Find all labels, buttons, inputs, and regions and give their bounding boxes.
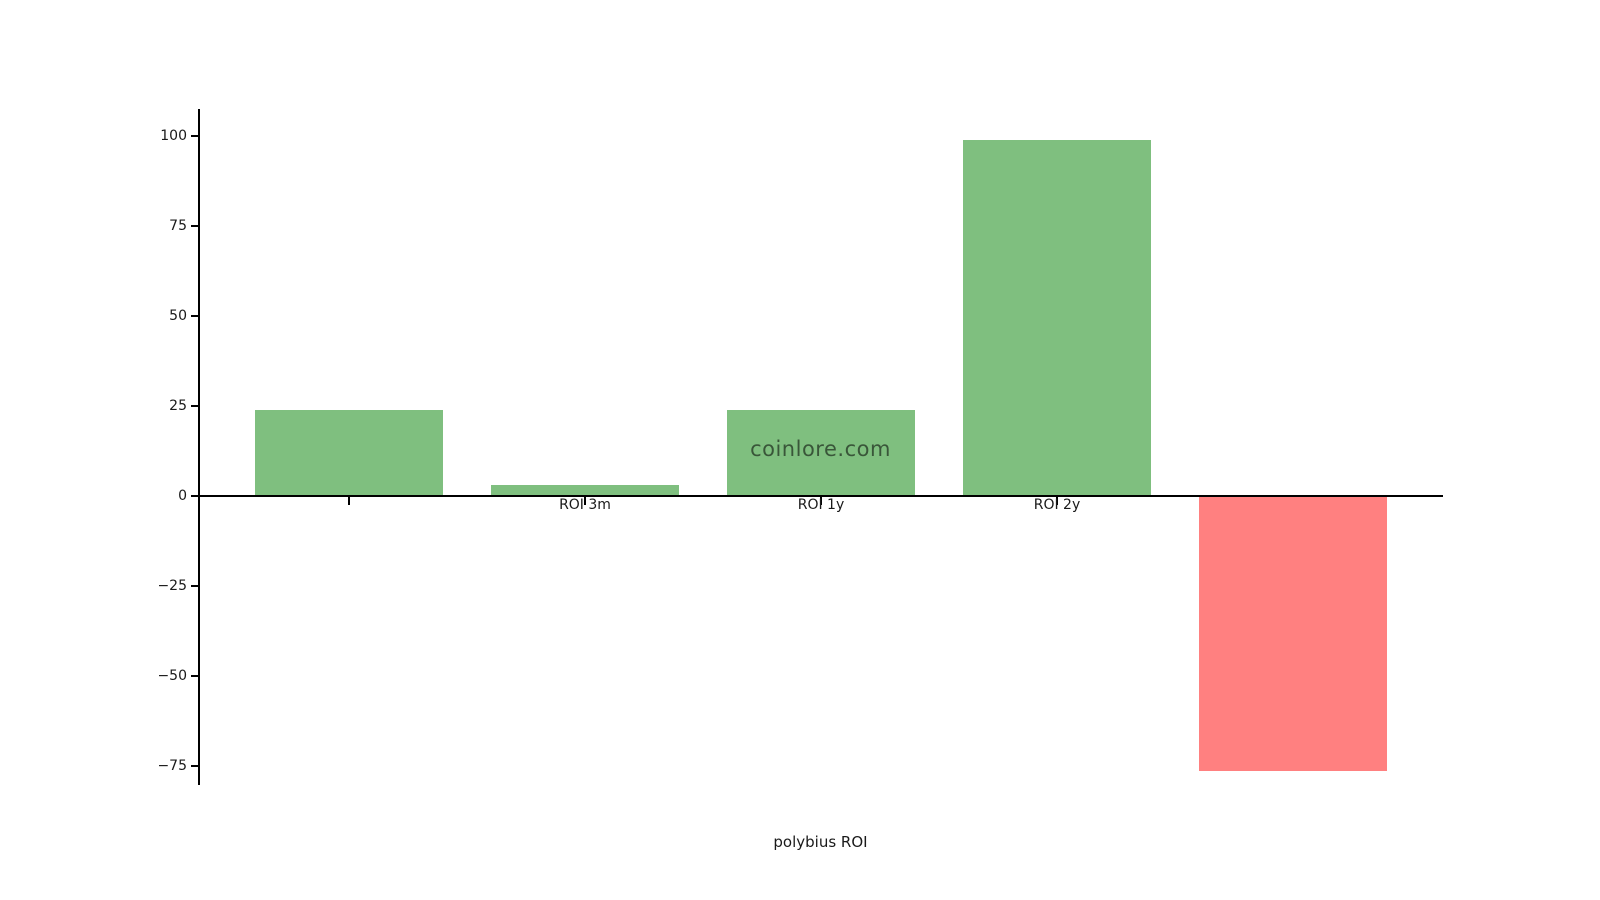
y-tick-label--75: −75: [157, 758, 187, 774]
bar-index-0: [255, 409, 443, 496]
x-tick-mark-1: [584, 497, 586, 505]
x-tick-mark-3: [1056, 497, 1058, 505]
y-tick-label--25: −25: [157, 578, 187, 594]
y-tick-mark--50: [191, 675, 199, 677]
x-axis-title: polybius ROI: [773, 833, 868, 851]
x-tick-mark-0: [348, 497, 350, 505]
bar-roi-1y: [727, 409, 915, 496]
y-tick-label-75: 75: [169, 218, 187, 234]
x-tick-mark-2: [820, 497, 822, 505]
bar-index-4: [1199, 497, 1387, 771]
y-tick-label-50: 50: [169, 308, 187, 324]
y-tick-mark--25: [191, 585, 199, 587]
y-tick-mark-100: [191, 135, 199, 137]
y-tick-mark--75: [191, 765, 199, 767]
y-tick-mark-0: [191, 495, 199, 497]
x-tick-label-roi-2y: ROI 2y: [1033, 497, 1081, 513]
y-tick-mark-75: [191, 225, 199, 227]
y-tick-label-0: 0: [178, 488, 187, 504]
bar-roi-3m: [491, 485, 679, 496]
y-tick-label-25: 25: [169, 398, 187, 414]
x-tick-label-roi-1y: ROI 1y: [797, 497, 845, 513]
y-tick-mark-50: [191, 315, 199, 317]
bar-roi-2y: [963, 139, 1151, 496]
x-axis-line: [198, 495, 1443, 497]
y-tick-label-100: 100: [160, 128, 187, 144]
y-axis-line: [198, 109, 200, 785]
y-tick-mark-25: [191, 405, 199, 407]
x-tick-label-roi-3m: ROI 3m: [559, 497, 611, 513]
watermark: coinlore.com: [750, 437, 891, 461]
y-tick-label--50: −50: [157, 668, 187, 684]
